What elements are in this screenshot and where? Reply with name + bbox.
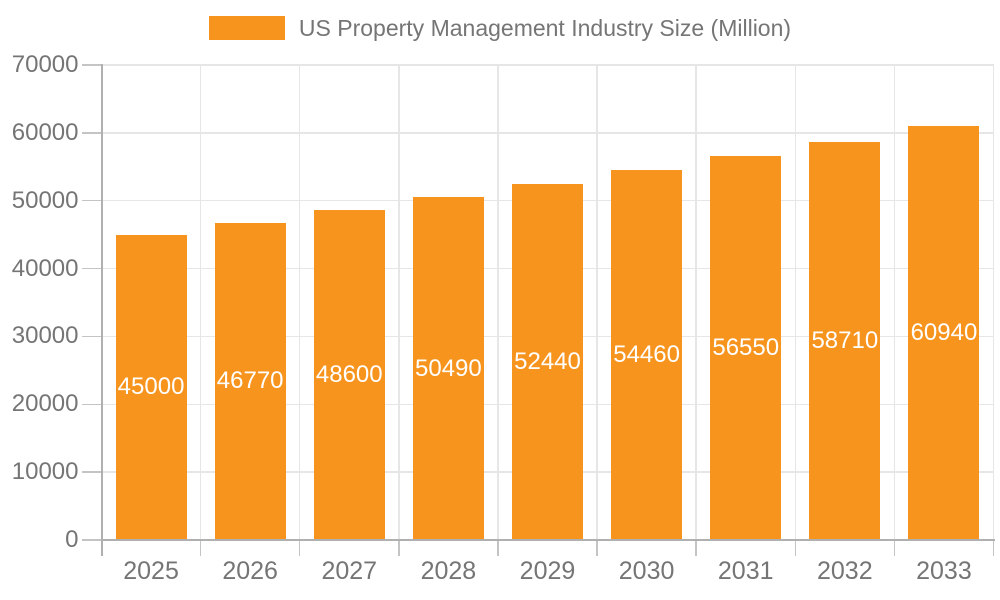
bar-value-label: 48600	[315, 361, 383, 389]
y-axis-line	[100, 64, 103, 556]
y-tick-label: 20000	[11, 390, 79, 418]
x-tick-label-2028: 2028	[420, 557, 477, 585]
bar-2030[interactable]: 54460	[611, 170, 683, 540]
x-tick-mark	[596, 540, 598, 556]
bar-2029[interactable]: 52440	[512, 184, 583, 540]
bar-2033[interactable]: 60940	[908, 126, 980, 540]
x-tick-label-2025: 2025	[123, 557, 179, 585]
x-tick-label-2033: 2033	[916, 557, 972, 585]
x-axis-line	[100, 539, 995, 541]
bar-2027[interactable]: 48600	[313, 210, 385, 540]
x-tick-mark	[298, 540, 301, 556]
x-gridline	[596, 65, 598, 540]
x-gridline	[893, 65, 896, 540]
bar-2031[interactable]: 56550	[710, 156, 782, 540]
x-tick-mark	[893, 540, 896, 556]
legend-swatch-icon	[208, 16, 285, 40]
legend[interactable]: US Property Management Industry Size (Mi…	[0, 14, 1000, 42]
y-tick-label: 60000	[11, 118, 79, 146]
y-tick-mark	[81, 64, 102, 66]
bar-2026[interactable]: 46770	[214, 222, 286, 540]
bar-value-label: 54460	[613, 341, 680, 369]
y-tick-label: 0	[65, 526, 79, 553]
y-gridline	[101, 64, 994, 66]
x-gridline	[497, 65, 499, 540]
bar-2028[interactable]: 50490	[412, 197, 484, 540]
x-gridline	[199, 65, 202, 540]
bar-value-label: 56550	[712, 334, 780, 362]
y-tick-label: 30000	[11, 322, 79, 350]
x-tick-mark	[695, 540, 697, 556]
y-gridline	[101, 132, 994, 134]
bar-2025[interactable]: 45000	[115, 234, 187, 540]
x-tick-mark	[794, 540, 797, 556]
x-tick-mark	[992, 540, 995, 556]
x-tick-mark	[497, 540, 499, 556]
x-tick-label-2027: 2027	[321, 557, 378, 585]
y-tick-mark	[81, 539, 102, 541]
x-gridline	[695, 65, 697, 540]
x-tick-label-2029: 2029	[519, 557, 576, 585]
x-tick-mark	[199, 540, 202, 556]
x-gridline	[992, 65, 995, 540]
x-tick-mark	[398, 540, 400, 556]
y-tick-mark	[81, 267, 102, 270]
bar-value-label: 60940	[910, 319, 978, 347]
y-tick-label: 50000	[11, 186, 79, 214]
bar-2032[interactable]: 58710	[809, 141, 881, 540]
bar-value-label: 46770	[216, 367, 284, 395]
y-tick-label: 40000	[11, 254, 79, 282]
legend-label: US Property Management Industry Size (Mi…	[298, 15, 792, 41]
y-tick-mark	[81, 471, 102, 473]
bar-value-label: 58710	[811, 326, 879, 354]
x-tick-label-2031: 2031	[717, 557, 774, 585]
y-tick-label: 10000	[11, 458, 79, 486]
x-tick-label-2026: 2026	[222, 557, 278, 585]
bar-value-label: 45000	[117, 373, 185, 401]
x-gridline	[398, 65, 400, 540]
bar-value-label: 50490	[415, 354, 482, 382]
y-tick-mark	[81, 132, 102, 134]
bar-value-label: 52440	[514, 348, 581, 376]
x-tick-label-2032: 2032	[817, 557, 873, 585]
x-gridline	[298, 65, 301, 540]
y-tick-mark	[81, 335, 102, 338]
y-tick-mark	[81, 403, 102, 406]
x-tick-label-2030: 2030	[618, 557, 675, 585]
y-tick-mark	[81, 199, 102, 202]
x-gridline	[794, 65, 797, 540]
y-tick-label: 70000	[11, 51, 79, 78]
